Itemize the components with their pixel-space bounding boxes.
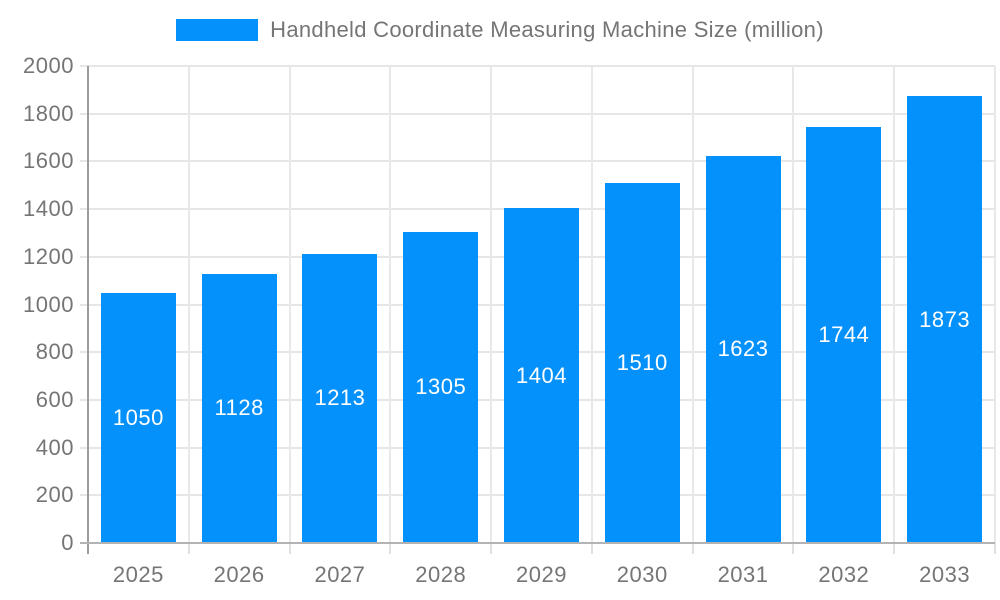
bar: [806, 127, 882, 543]
x-axis-label: 2025: [112, 562, 164, 587]
y-axis-label: 1600: [23, 148, 74, 174]
bar: [201, 273, 277, 543]
x-axis-label: 2033: [919, 562, 971, 587]
x-grid-line: [893, 66, 896, 543]
x-grid-line: [288, 66, 291, 543]
x-axis-label: 2027: [314, 562, 366, 587]
y-grid-line: [80, 65, 995, 67]
y-grid-line: [80, 112, 995, 115]
bar-value-label: 1623: [717, 336, 769, 362]
x-axis-tick: [187, 543, 190, 554]
legend-swatch: [176, 19, 259, 41]
bar: [504, 208, 579, 543]
x-grid-line: [490, 66, 493, 543]
legend: Handheld Coordinate Measuring Machine Si…: [0, 17, 1000, 43]
x-axis-label: 2029: [516, 562, 567, 587]
y-axis-label: 1000: [23, 291, 74, 317]
x-grid-line: [389, 66, 392, 543]
x-axis-label: 2031: [717, 562, 769, 587]
bar-value-label: 1128: [214, 395, 264, 421]
y-axis-label: 1200: [23, 243, 74, 269]
x-axis-tick: [490, 543, 493, 554]
x-axis-tick: [691, 543, 694, 554]
x-axis-tick: [590, 543, 593, 554]
legend-label: Handheld Coordinate Measuring Machine Si…: [270, 17, 824, 42]
bar-value-label: 1305: [415, 374, 467, 400]
x-grid-line: [590, 66, 593, 543]
bar: [705, 155, 781, 543]
x-axis-label: 2028: [415, 562, 467, 587]
y-axis-label: 600: [35, 386, 74, 412]
x-axis-tick: [389, 543, 392, 554]
y-axis-label: 1400: [23, 196, 74, 222]
y-axis-label: 800: [35, 339, 74, 365]
y-axis-label: 2000: [23, 53, 74, 78]
y-axis-label: 200: [35, 482, 74, 508]
x-axis-line: [80, 542, 995, 544]
bar-value-label: 1213: [314, 385, 366, 411]
x-grid-line: [792, 66, 795, 543]
x-axis-label: 2032: [818, 562, 870, 587]
x-axis-tick: [288, 543, 291, 554]
x-axis-label: 2026: [213, 562, 265, 587]
x-grid-line: [187, 66, 190, 543]
y-axis-label: 1800: [23, 100, 74, 126]
x-axis-tick: [994, 543, 996, 554]
y-axis-label: 400: [35, 434, 74, 460]
bar-value-label: 1510: [616, 349, 668, 375]
x-grid-line: [994, 66, 996, 543]
bar: [302, 253, 378, 543]
bar-value-label: 1050: [112, 404, 164, 430]
x-axis-label: 2030: [616, 562, 668, 587]
x-axis-tick: [893, 543, 896, 554]
x-grid-line: [691, 66, 694, 543]
y-grid-line: [80, 160, 995, 163]
bar: [403, 231, 479, 543]
y-axis-label: 0: [61, 530, 74, 555]
bar: [604, 182, 680, 543]
bar: [907, 96, 983, 543]
bar-value-label: 1873: [919, 306, 971, 332]
bar-value-label: 1744: [818, 322, 870, 348]
x-axis-tick: [792, 543, 795, 554]
y-axis-line: [87, 66, 89, 554]
bar: [100, 292, 176, 543]
bar-value-label: 1404: [516, 362, 567, 388]
